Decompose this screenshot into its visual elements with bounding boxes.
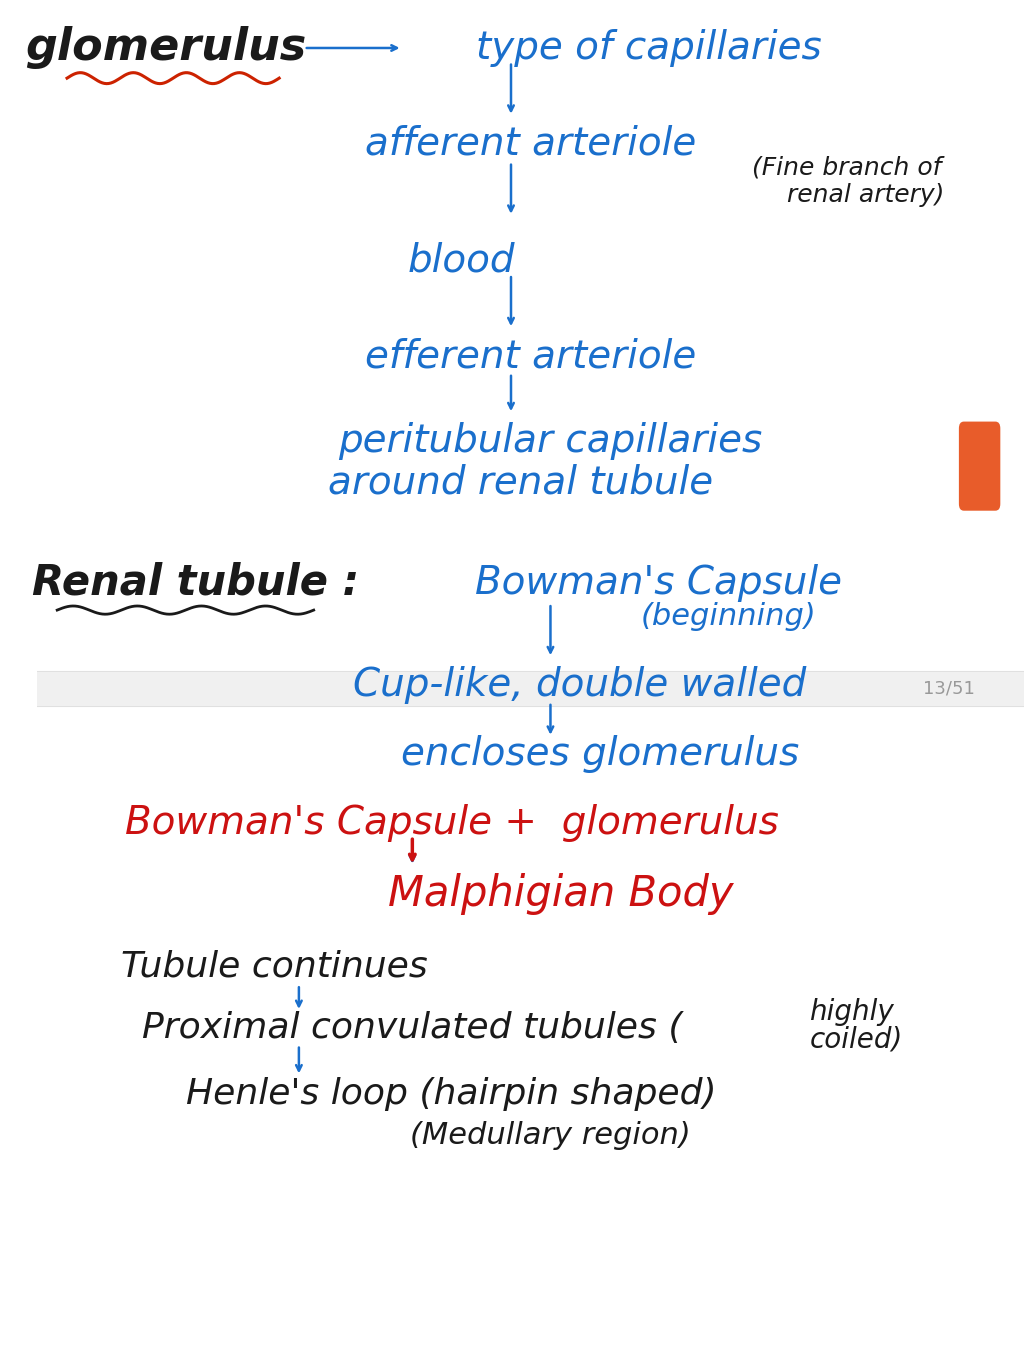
Text: glomerulus: glomerulus	[25, 26, 306, 70]
Text: encloses glomerulus: encloses glomerulus	[400, 735, 799, 773]
Text: Bowman's Capsule +  glomerulus: Bowman's Capsule + glomerulus	[125, 803, 778, 842]
Text: renal artery): renal artery)	[787, 182, 945, 207]
Text: (Medullary region): (Medullary region)	[410, 1120, 691, 1150]
Text: type of capillaries: type of capillaries	[476, 29, 822, 67]
Text: Proximal convulated tubules (: Proximal convulated tubules (	[142, 1012, 683, 1045]
Text: coiled): coiled)	[810, 1026, 903, 1053]
Text: highly: highly	[809, 998, 894, 1026]
Text: (Fine branch of: (Fine branch of	[752, 155, 941, 180]
Text: 13/51: 13/51	[923, 680, 975, 698]
Text: peritubular capillaries: peritubular capillaries	[338, 422, 763, 461]
Text: Renal tubule :: Renal tubule :	[32, 562, 358, 603]
Text: Cup-like, double walled: Cup-like, double walled	[353, 666, 807, 705]
Text: Bowman's Capsule: Bowman's Capsule	[475, 563, 843, 602]
Text: efferent arteriole: efferent arteriole	[366, 337, 696, 376]
Text: Henle's loop (hairpin shaped): Henle's loop (hairpin shaped)	[186, 1078, 717, 1111]
Text: around renal tubule: around renal tubule	[329, 463, 714, 502]
Text: ∧: ∧	[974, 446, 986, 461]
Text: ∨: ∨	[974, 472, 986, 487]
Text: afferent arteriole: afferent arteriole	[366, 125, 696, 163]
Text: (beginning): (beginning)	[640, 602, 816, 632]
Bar	[38, 672, 1024, 706]
FancyBboxPatch shape	[958, 421, 1000, 510]
Text: Tubule continues: Tubule continues	[121, 950, 428, 983]
Text: blood: blood	[408, 241, 515, 280]
Text: Malphigian Body: Malphigian Body	[387, 873, 733, 914]
